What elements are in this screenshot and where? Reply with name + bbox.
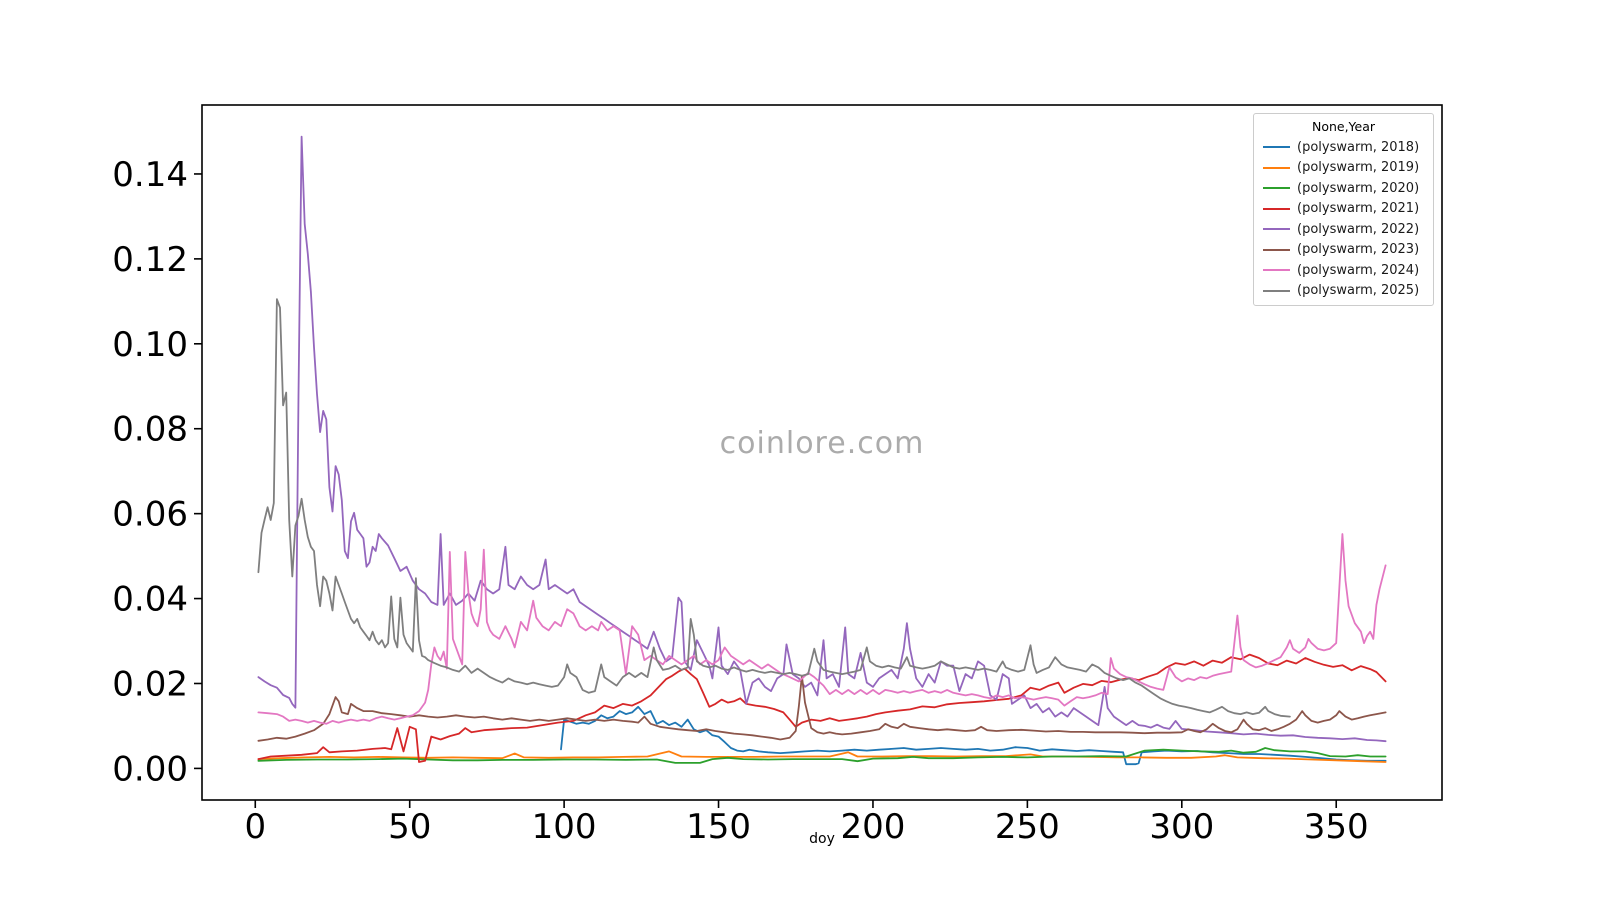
y-tick-label: 0.02 xyxy=(112,664,188,704)
legend-line-swatch xyxy=(1263,289,1290,292)
legend-entry-label: (polyswarm, 2025) xyxy=(1297,283,1420,299)
legend-entries: (polyswarm, 2018) (polyswarm, 2019) (polys… xyxy=(1254,137,1433,301)
legend-title: None,Year xyxy=(1311,119,1376,134)
legend-line-swatch xyxy=(1263,166,1290,169)
y-tick-label: 0.00 xyxy=(112,749,188,789)
legend-entry: (polyswarm, 2021) xyxy=(1254,199,1433,220)
series-line-2025 xyxy=(257,298,1291,718)
legend-line-swatch xyxy=(1263,269,1290,272)
series-line-2024 xyxy=(257,533,1387,725)
y-tick-label: 0.12 xyxy=(112,240,188,280)
x-tick-label: 0 xyxy=(244,807,266,847)
series-line-2021 xyxy=(257,653,1387,763)
legend-line-swatch xyxy=(1263,146,1290,149)
legend-entry-label: (polyswarm, 2021) xyxy=(1297,201,1420,217)
legend-entry: (polyswarm, 2024) xyxy=(1254,260,1433,281)
legend-entry: (polyswarm, 2019) xyxy=(1254,158,1433,179)
axes-frame xyxy=(201,104,1443,801)
legend-entry: (polyswarm, 2018) xyxy=(1254,137,1433,158)
legend-entry: (polyswarm, 2023) xyxy=(1254,240,1433,261)
legend-entry-label: (polyswarm, 2023) xyxy=(1297,242,1420,258)
y-tick-label: 0.06 xyxy=(112,495,188,535)
legend-entry: (polyswarm, 2020) xyxy=(1254,178,1433,199)
x-axis-label: doy xyxy=(809,831,835,847)
y-tick-label: 0.14 xyxy=(112,155,188,195)
x-tick-label: 350 xyxy=(1304,807,1369,847)
x-tick-label: 250 xyxy=(995,807,1060,847)
legend-line-swatch xyxy=(1263,187,1290,190)
x-tick-label: 50 xyxy=(388,807,431,847)
x-tick-label: 200 xyxy=(841,807,906,847)
legend-entry-label: (polyswarm, 2018) xyxy=(1297,139,1420,155)
legend-line-swatch xyxy=(1263,228,1290,231)
x-tick-label: 150 xyxy=(686,807,751,847)
series-line-2019 xyxy=(257,750,1387,763)
series-line-2022 xyxy=(257,135,1387,743)
x-tick-label: 100 xyxy=(532,807,597,847)
x-tick-label: 300 xyxy=(1149,807,1214,847)
y-tick-label: 0.04 xyxy=(112,580,188,620)
legend-line-swatch xyxy=(1263,248,1290,251)
legend-entry-label: (polyswarm, 2022) xyxy=(1297,221,1420,237)
legend-entry-label: (polyswarm, 2020) xyxy=(1297,180,1420,196)
legend-entry-label: (polyswarm, 2024) xyxy=(1297,262,1420,278)
y-tick-label: 0.08 xyxy=(112,410,188,450)
legend-entry: (polyswarm, 2022) xyxy=(1254,219,1433,240)
series-line-2023 xyxy=(257,674,1387,742)
legend-entry: (polyswarm, 2025) xyxy=(1254,281,1433,302)
y-tick-label: 0.10 xyxy=(112,325,188,365)
legend-line-swatch xyxy=(1263,207,1290,210)
legend: None,Year (polyswarm, 2018) (polyswarm, 2… xyxy=(1253,113,1434,306)
series-line-2020 xyxy=(257,747,1387,764)
legend-entry-label: (polyswarm, 2019) xyxy=(1297,160,1420,176)
